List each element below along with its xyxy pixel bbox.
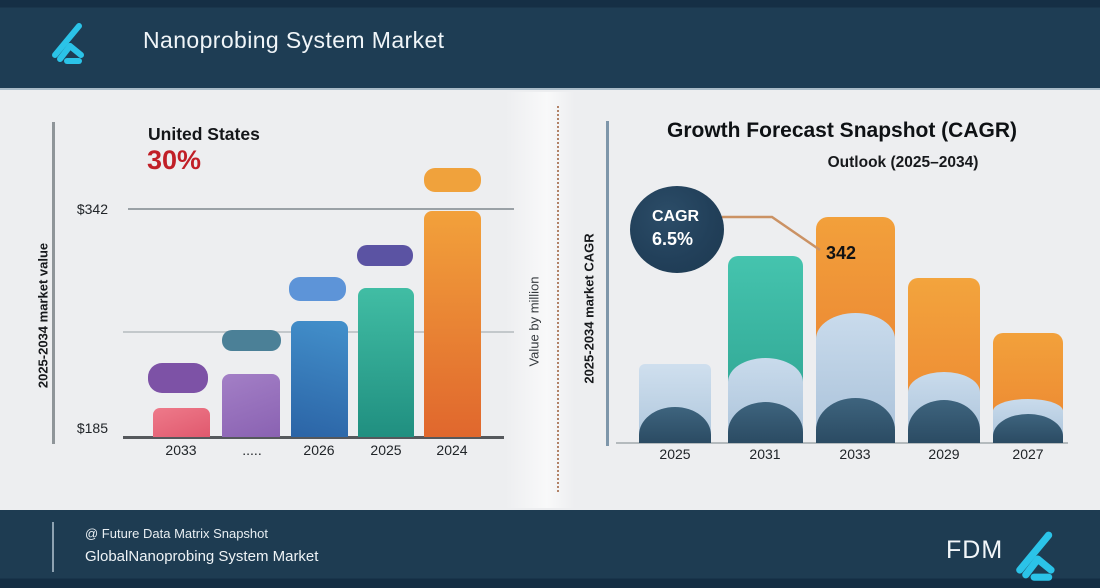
footer-report-title: GlobalNanoprobing System Market: [85, 548, 319, 565]
left-cap-2033: [148, 363, 208, 393]
left-xlabel-2024: 2024: [436, 442, 468, 458]
right-y-axis-line: [606, 121, 609, 446]
panel-seam-highlight: [505, 92, 575, 508]
page-title: Nanoprobing System Market: [143, 27, 445, 53]
left-tick-185: $185: [76, 420, 108, 436]
right-bar-2033-navy: [816, 398, 895, 443]
right-xlabel-2027: 2027: [1012, 446, 1044, 462]
left-x-axis-line: [123, 436, 504, 439]
left-bar-dots: [222, 374, 280, 437]
right-chart-subtitle: Outlook (2025–2034): [827, 154, 979, 171]
footer-bar: @ Future Data Matrix Snapshot GlobalNano…: [0, 510, 1100, 588]
footer-credit: @ Future Data Matrix Snapshot: [85, 526, 268, 541]
left-cap-dots: [222, 330, 281, 351]
value-by-million-label: Value by million: [526, 276, 542, 367]
fdm-logo-icon: [52, 23, 84, 64]
left-bar-2033: [153, 408, 210, 437]
left-y-axis-line: [52, 122, 55, 444]
left-cap-2024: [424, 168, 481, 192]
footer-brand: FDM: [946, 536, 1004, 564]
cagr-badge-label: CAGR: [652, 208, 700, 226]
left-xlabel-dots: .....: [242, 442, 262, 458]
right-xlabel-2031: 2031: [749, 446, 781, 462]
left-xlabel-2033: 2033: [165, 442, 197, 458]
left-y-axis-title: 2025-2034 market value: [35, 242, 51, 389]
cagr-badge-value: 6.5%: [652, 229, 694, 250]
region-value: 30%: [147, 145, 202, 175]
left-bar-2026: [291, 321, 348, 437]
right-bar-2029-navy: [908, 400, 980, 443]
left-cap-2025: [357, 245, 413, 266]
right-bar-2027-navy: [993, 414, 1063, 443]
left-bar-2024: [424, 211, 481, 437]
bar-value-annotation: 342: [826, 243, 857, 263]
right-xlabel-2025: 2025: [659, 446, 691, 462]
right-y-axis-title: 2025-2034 market CAGR: [581, 233, 597, 384]
right-bar-2031-navy: [728, 402, 803, 443]
right-xlabel-2029: 2029: [928, 446, 960, 462]
cagr-badge: CAGR 6.5%: [630, 186, 724, 273]
header-bar: Nanoprobing System Market: [0, 0, 1100, 90]
left-cap-2026: [289, 277, 346, 301]
left-xlabel-2026: 2026: [303, 442, 335, 458]
right-chart-title: Growth Forecast Snapshot (CAGR): [666, 119, 1018, 142]
fdm-logo-icon-footer: [1016, 531, 1055, 581]
left-bar-2025: [358, 288, 414, 437]
right-xlabel-2033: 2033: [839, 446, 871, 462]
panel-divider-dotted-line: [557, 106, 559, 492]
left-xlabel-2025: 2025: [370, 442, 402, 458]
left-gridline-342: [128, 208, 514, 210]
left-tick-342: $342: [76, 201, 108, 217]
region-label: United States: [148, 124, 260, 144]
footer-divider-line: [52, 522, 54, 572]
